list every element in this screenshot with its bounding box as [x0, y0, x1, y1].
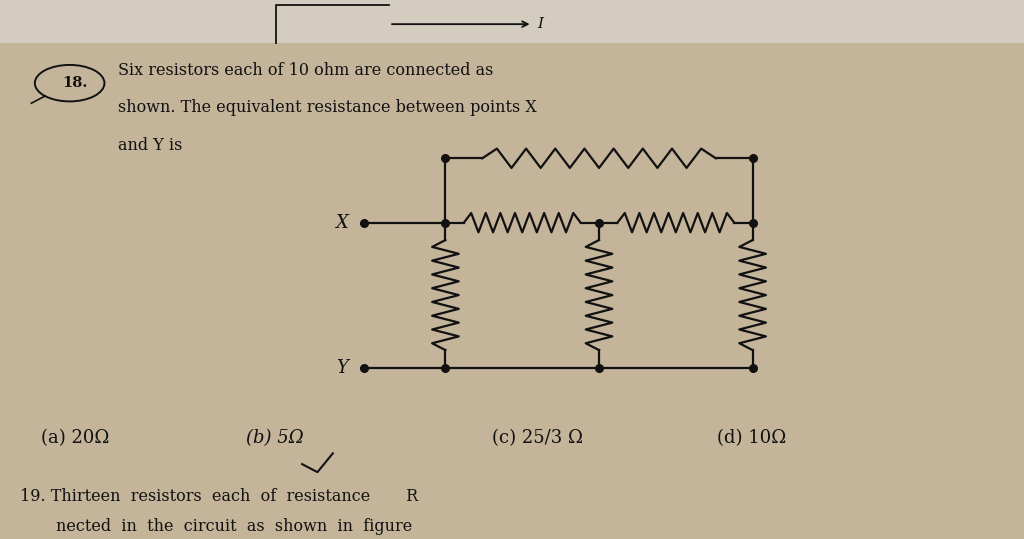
Text: nected  in  the  circuit  as  shown  in  figure: nected in the circuit as shown in figure — [56, 518, 413, 535]
Text: 18.: 18. — [62, 76, 87, 90]
Text: I: I — [538, 17, 544, 31]
Text: Six resistors each of 10 ohm are connected as: Six resistors each of 10 ohm are connect… — [118, 61, 494, 79]
Bar — [0, 0, 1024, 43]
Text: and Y is: and Y is — [118, 137, 182, 154]
Text: (c) 25/3 Ω: (c) 25/3 Ω — [492, 429, 583, 447]
Text: 19. Thirteen  resistors  each  of  resistance       R: 19. Thirteen resistors each of resistanc… — [20, 488, 419, 505]
Text: Y: Y — [336, 358, 348, 377]
Text: (d) 10Ω: (d) 10Ω — [717, 429, 786, 447]
Text: shown. The equivalent resistance between points X: shown. The equivalent resistance between… — [118, 99, 537, 116]
Text: (b) 5Ω: (b) 5Ω — [246, 429, 303, 447]
Text: (a) 20Ω: (a) 20Ω — [41, 429, 110, 447]
Text: X: X — [335, 213, 348, 232]
